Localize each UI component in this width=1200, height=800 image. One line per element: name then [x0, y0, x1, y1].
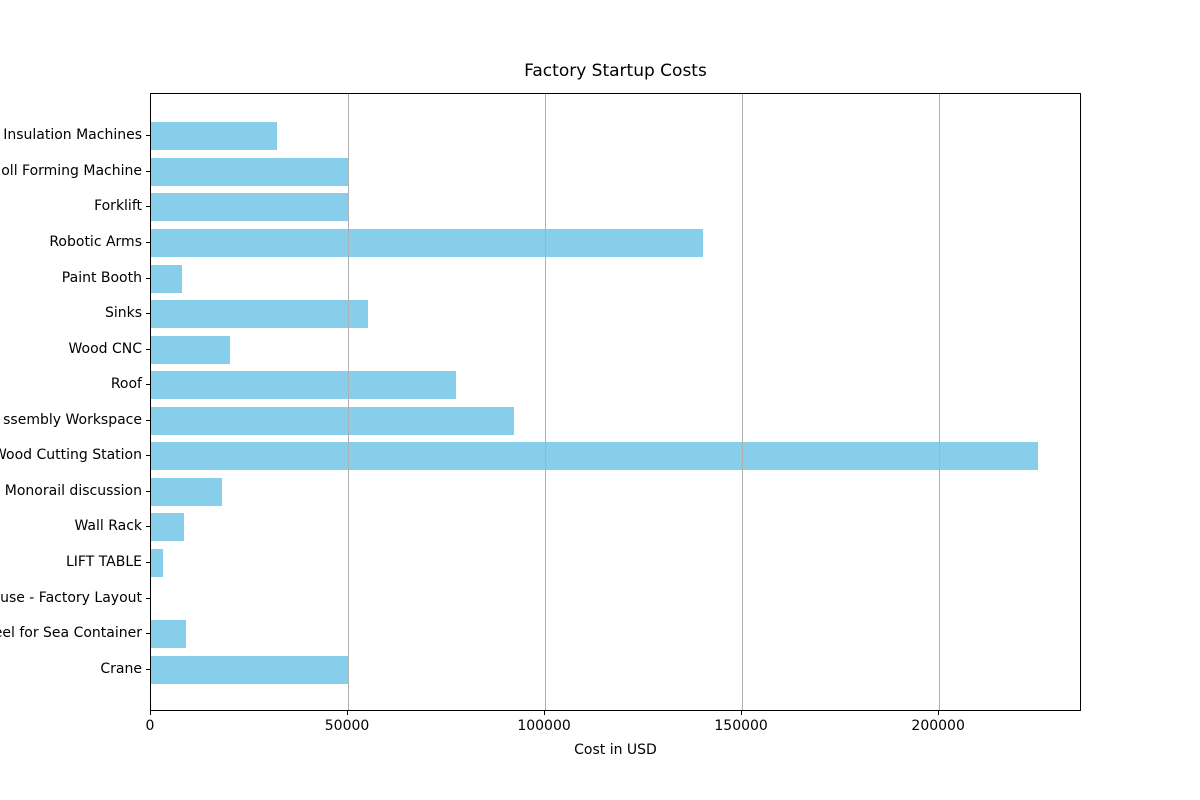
y-tick-label: ssembly Workspace: [3, 411, 142, 428]
y-tick-label: use - Factory Layout: [0, 589, 142, 606]
x-tick-label: 150000: [714, 718, 768, 734]
gridline: [348, 94, 350, 710]
x-tick-mark: [544, 711, 546, 715]
x-axis-label: Cost in USD: [574, 742, 657, 758]
bar: [151, 300, 368, 329]
bar: [151, 406, 514, 435]
y-tick-mark: [146, 241, 150, 243]
y-tick-mark: [146, 348, 150, 350]
y-tick-label: Robotic Arms: [49, 233, 142, 250]
y-tick-mark: [146, 668, 150, 670]
x-tick-label: 50000: [324, 718, 370, 734]
y-tick-mark: [146, 562, 150, 563]
y-tick-label: Monorail discussion: [4, 482, 142, 499]
y-tick-mark: [146, 633, 150, 635]
y-tick-label: Paint Booth: [61, 269, 142, 286]
y-tick-mark: [146, 490, 150, 492]
y-tick-label: Wall Rack: [74, 518, 142, 535]
gridline: [742, 94, 744, 710]
bar: [151, 228, 703, 257]
chart-title: Factory Startup Costs: [524, 61, 707, 81]
y-tick-label: Wood CNC: [68, 340, 142, 357]
bar: [151, 371, 457, 400]
bar: [151, 157, 349, 186]
bar: [151, 620, 186, 649]
plot-area: [150, 93, 1081, 711]
x-tick-mark: [938, 711, 940, 715]
bar: [151, 264, 182, 293]
bar: [151, 442, 1038, 471]
x-tick-mark: [150, 711, 151, 715]
y-tick-mark: [146, 277, 150, 279]
gridline: [545, 94, 547, 710]
y-tick-label: Roof: [110, 376, 142, 393]
bar: [151, 549, 163, 577]
y-tick-mark: [146, 170, 150, 172]
bar: [151, 122, 278, 151]
y-tick-mark: [146, 597, 150, 599]
x-tick-mark: [347, 711, 349, 715]
y-tick-mark: [146, 135, 150, 137]
x-tick-mark: [741, 711, 743, 715]
bar: [151, 477, 222, 506]
y-tick-label: Sinks: [104, 305, 142, 322]
grid-layer: [151, 94, 1080, 710]
y-tick-mark: [146, 206, 150, 208]
y-tick-mark: [146, 384, 150, 386]
x-tick-label: 0: [145, 718, 155, 734]
y-tick-mark: [146, 455, 150, 457]
y-tick-mark: [146, 419, 150, 421]
x-tick-label: 200000: [911, 718, 965, 734]
x-tick-label: 100000: [517, 718, 571, 734]
y-tick-label: eel for Sea Container: [0, 625, 142, 642]
bar: [151, 335, 230, 364]
y-tick-label: LIFT TABLE: [65, 554, 142, 570]
bar: [151, 513, 185, 542]
y-tick-label: oll Forming Machine: [1, 162, 142, 179]
bars-layer: [151, 94, 1080, 710]
gridline: [939, 94, 941, 710]
y-tick-label: Wood Cutting Station: [0, 447, 142, 464]
bar: [151, 193, 349, 222]
y-tick-mark: [146, 526, 150, 528]
y-tick-label: Forklift: [94, 198, 142, 215]
y-tick-mark: [146, 313, 150, 315]
bar: [151, 655, 349, 684]
y-tick-label: Insulation Machines: [3, 127, 142, 144]
y-tick-label: Crane: [100, 660, 142, 677]
